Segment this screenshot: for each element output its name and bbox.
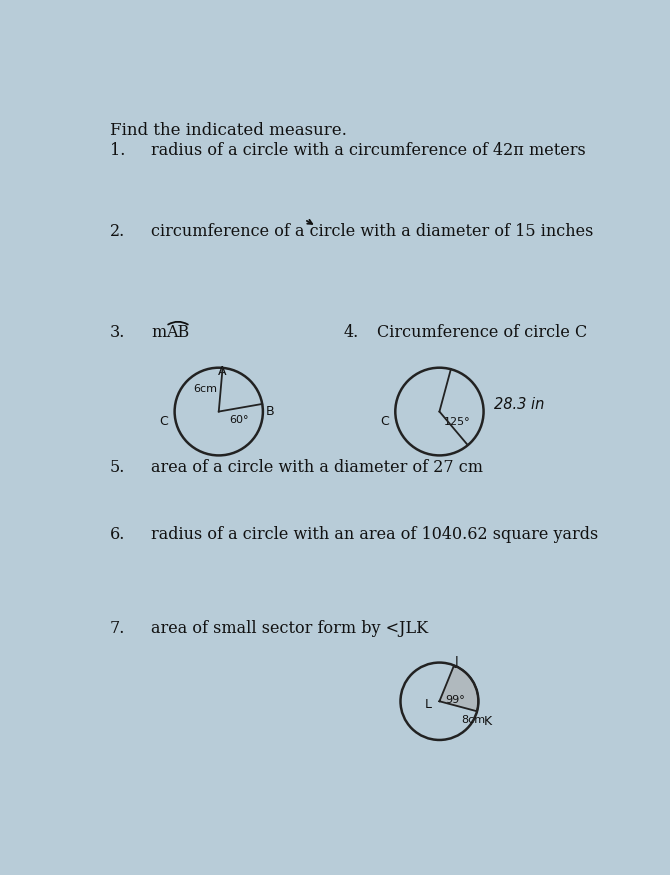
Text: 60°: 60° [229,415,249,425]
Text: area of a circle with a diameter of 27 cm: area of a circle with a diameter of 27 c… [151,458,483,476]
Text: B: B [266,405,274,418]
Text: Circumference of circle C: Circumference of circle C [377,324,588,341]
Text: 8cm: 8cm [462,715,486,724]
Text: m: m [151,324,167,341]
Text: K: K [483,715,492,728]
Text: 4.: 4. [343,324,358,341]
Text: 28.3 in: 28.3 in [494,397,544,412]
Text: 5.: 5. [110,458,125,476]
Text: J: J [455,655,458,668]
Text: radius of a circle with a circumference of 42π meters: radius of a circle with a circumference … [151,142,586,159]
Text: 6.: 6. [110,526,125,543]
Text: 99°: 99° [446,695,466,704]
Text: 1.: 1. [110,142,125,159]
Text: 125°: 125° [444,417,470,427]
Text: AB: AB [165,324,189,341]
Polygon shape [440,665,478,711]
Text: area of small sector form by <JLK: area of small sector form by <JLK [151,620,428,637]
Text: C: C [159,415,168,428]
Text: 6cm: 6cm [193,384,217,394]
Text: C: C [381,415,389,428]
Text: 3.: 3. [110,324,125,341]
Text: 7.: 7. [110,620,125,637]
Text: L: L [425,698,431,710]
Text: radius of a circle with an area of 1040.62 square yards: radius of a circle with an area of 1040.… [151,526,598,543]
Text: A: A [218,365,227,377]
Text: circumference of a circle with a diameter of 15 inches: circumference of a circle with a diamete… [151,223,594,240]
Text: Find the indicated measure.: Find the indicated measure. [110,122,346,139]
Text: 2.: 2. [110,223,125,240]
